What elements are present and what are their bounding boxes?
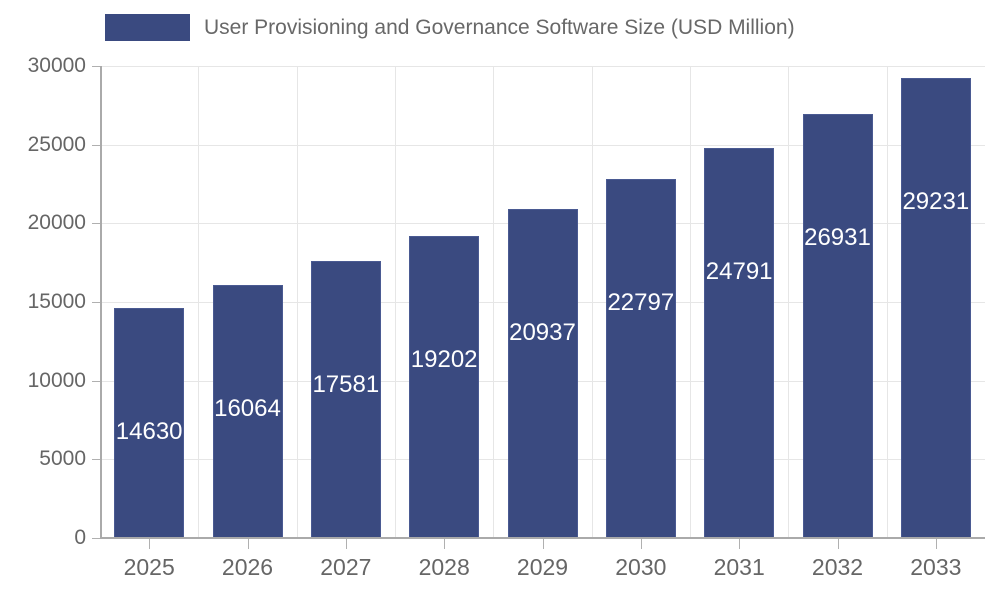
x-tick-label-2026: 2026 (221, 554, 274, 580)
gridline-vertical (395, 66, 396, 538)
bar-2029[interactable] (507, 208, 578, 538)
bar-value-label-2029: 20937 (509, 318, 576, 346)
y-tick-label: 10000 (27, 368, 86, 392)
bar-2032[interactable] (802, 114, 873, 538)
x-tick-label-2027: 2027 (320, 554, 372, 580)
bar-2025[interactable] (114, 307, 185, 538)
gridline-vertical (296, 66, 298, 538)
x-tick-mark (444, 539, 446, 549)
x-tick-label-2028: 2028 (418, 554, 470, 580)
x-tick-label-2033: 2033 (910, 554, 962, 580)
bar-value-label-2031: 24791 (705, 257, 773, 285)
x-tick-mark (640, 539, 642, 549)
x-tick-mark (345, 539, 347, 549)
gridline-vertical (690, 66, 691, 538)
bar-value-label-2030: 22797 (607, 289, 675, 317)
y-tick-mark (92, 66, 100, 67)
bar-value-label-2025: 14630 (115, 417, 183, 445)
y-tick-mark (92, 459, 100, 461)
x-tick-label-2025: 2025 (123, 554, 175, 580)
y-tick-label: 30000 (27, 54, 86, 77)
y-tick-label: 20000 (27, 211, 86, 235)
bar-value-label-2028: 19202 (410, 345, 478, 373)
bar-value-label-2033: 29231 (902, 188, 970, 216)
y-tick-mark (92, 223, 100, 225)
x-tick-label-2029: 2029 (516, 554, 569, 580)
gridline-horizontal (100, 66, 985, 67)
gridline-vertical (198, 66, 200, 538)
x-tick-mark (837, 539, 839, 549)
y-tick-mark (92, 302, 100, 303)
gridline-vertical (886, 66, 888, 538)
bar-value-label-2032: 26931 (804, 224, 871, 252)
y-axis-line (100, 66, 102, 539)
bar-value-label-2026: 16064 (214, 395, 281, 423)
bar-value-label-2027: 17581 (312, 371, 380, 399)
legend-color-swatch (105, 13, 190, 41)
legend-label: User Provisioning and Governance Softwar… (204, 15, 795, 39)
bar-2033[interactable] (900, 78, 971, 538)
y-tick-mark (92, 380, 100, 382)
gridline-horizontal (100, 144, 985, 146)
x-tick-mark (935, 539, 937, 549)
bar-2028[interactable] (409, 235, 480, 538)
bar-2030[interactable] (605, 179, 676, 538)
x-tick-mark (542, 539, 544, 549)
x-tick-mark (739, 539, 741, 549)
gridline-vertical (591, 66, 593, 538)
x-tick-mark (247, 539, 249, 549)
y-tick-mark (92, 538, 100, 539)
bar-2027[interactable] (310, 261, 381, 538)
plot-area: 14630 16064 17581 19202 20937 22797 24791 26931… (100, 66, 985, 539)
x-tick-mark (149, 539, 151, 549)
y-tick-label: 0 (74, 526, 86, 549)
gridline-vertical (788, 66, 790, 538)
x-tick-label-2032: 2032 (811, 554, 864, 580)
y-tick-label: 25000 (27, 132, 86, 156)
chart-legend: User Provisioning and Governance Softwar… (105, 12, 795, 42)
y-tick-label: 15000 (27, 290, 86, 313)
y-tick-mark (92, 144, 100, 146)
gridline-vertical (493, 66, 495, 538)
bar-2031[interactable] (704, 147, 775, 538)
y-tick-label: 5000 (39, 447, 86, 471)
x-axis-line (100, 537, 985, 539)
x-tick-label-2030: 2030 (615, 554, 667, 580)
x-tick-label-2031: 2031 (713, 554, 765, 580)
bar-2026[interactable] (212, 285, 283, 538)
